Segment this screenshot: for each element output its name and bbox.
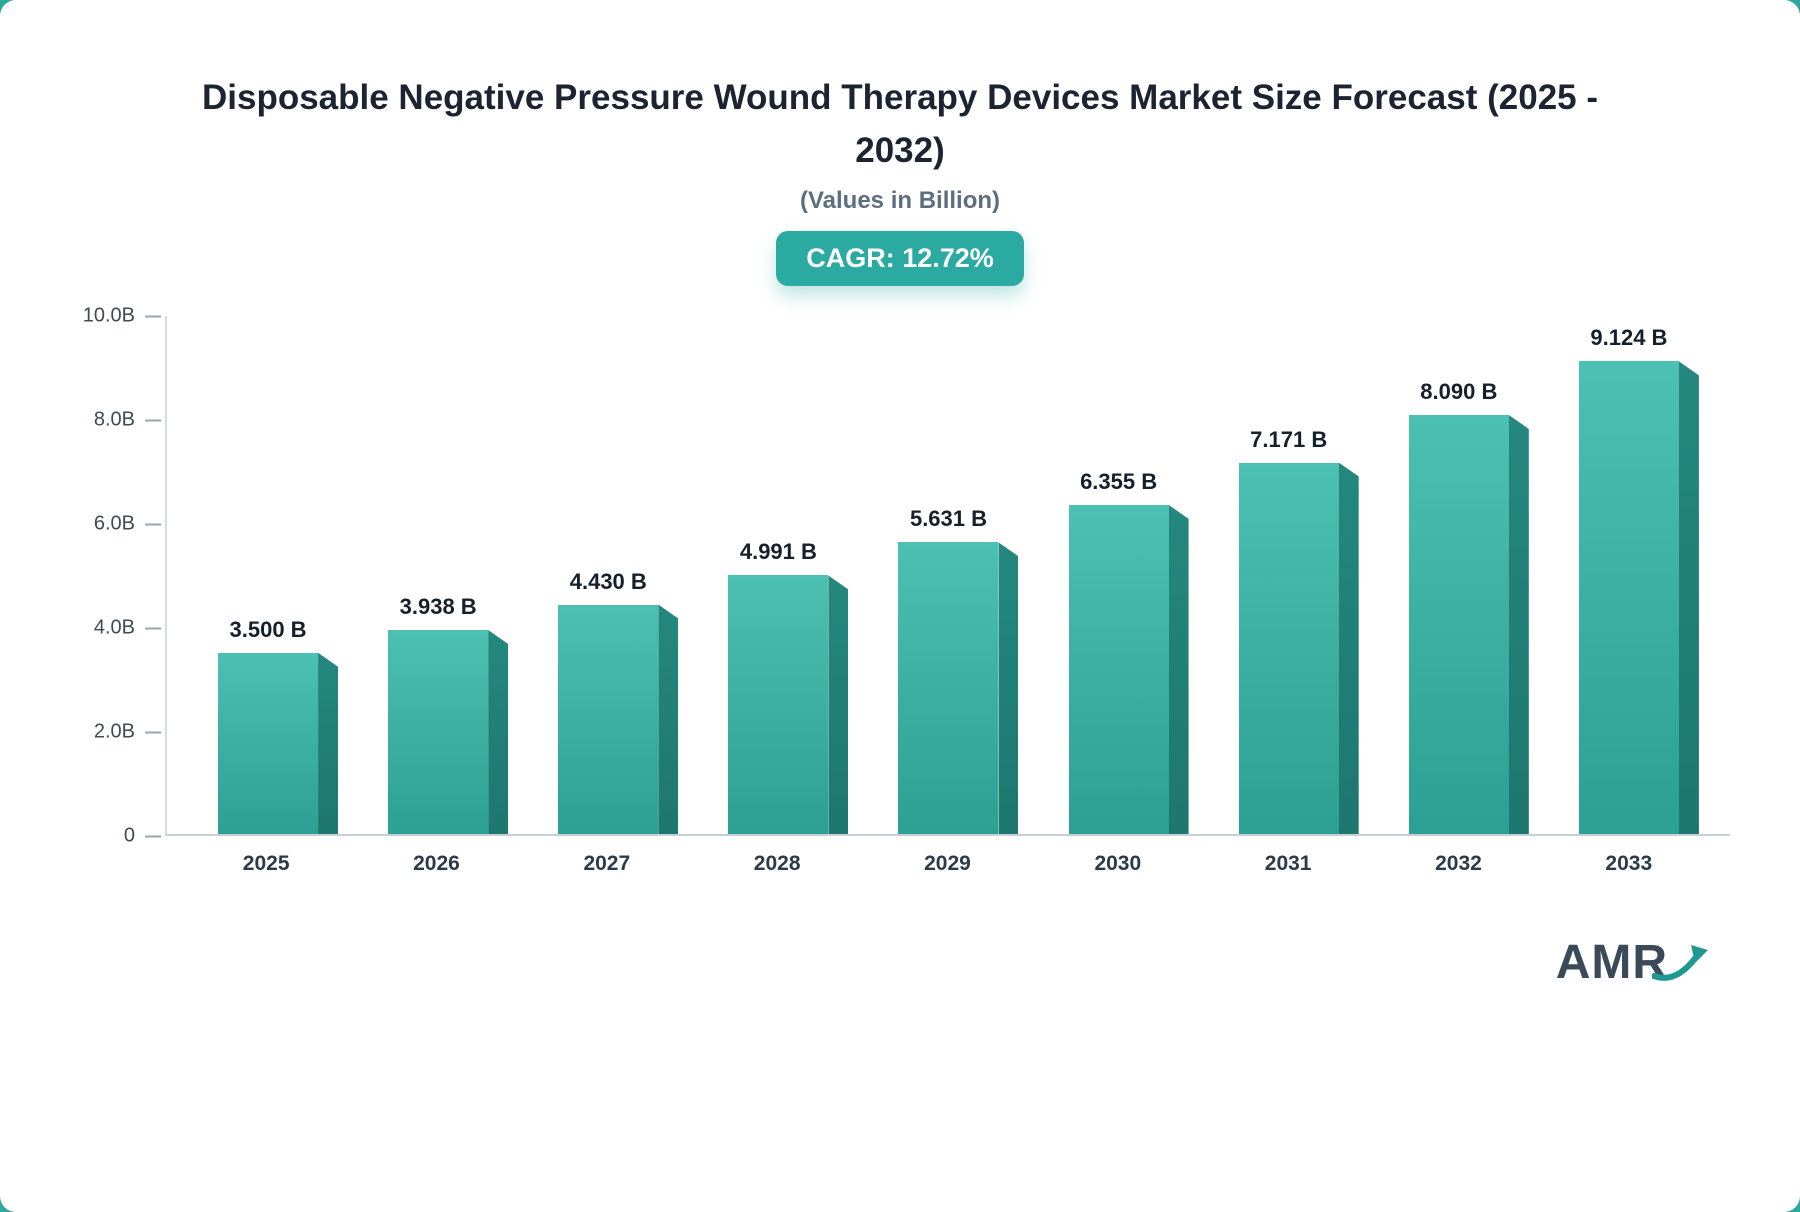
bar-group: 5.631 B bbox=[898, 316, 1019, 834]
y-axis: 0 2.0B 4.0B 6.0B 8.0B 10.0B bbox=[70, 305, 165, 847]
bar-group: 7.171 B bbox=[1238, 316, 1359, 834]
page-title: Disposable Negative Pressure Wound Thera… bbox=[201, 78, 1599, 170]
bar-3d-side-face bbox=[828, 575, 849, 834]
amr-logo-text: AMR bbox=[1555, 936, 1668, 989]
bar[interactable] bbox=[1408, 414, 1529, 834]
y-tick-mark bbox=[145, 523, 161, 525]
y-tick-label: 0 bbox=[123, 824, 135, 847]
x-axis-label: 2026 bbox=[413, 852, 460, 875]
bar-group: 9.124 B bbox=[1578, 316, 1699, 834]
y-axis-tick: 8.0B bbox=[94, 409, 161, 432]
bar-group: 6.355 B bbox=[1068, 316, 1189, 834]
bar[interactable] bbox=[1578, 361, 1699, 834]
y-tick-mark bbox=[145, 627, 161, 629]
bar[interactable] bbox=[218, 652, 339, 834]
y-tick-mark bbox=[145, 419, 161, 421]
bar-3d-side-face bbox=[658, 604, 679, 834]
bar-value-label: 9.124 B bbox=[1590, 325, 1668, 351]
bar[interactable] bbox=[1238, 462, 1359, 834]
y-axis-tick: 4.0B bbox=[94, 617, 161, 640]
bar-value-label: 4.991 B bbox=[739, 539, 817, 565]
bar-value-label: 3.938 B bbox=[399, 594, 477, 620]
bar-group: 4.991 B bbox=[728, 316, 849, 834]
bar-3d-side-face bbox=[998, 542, 1019, 834]
x-axis-label: 2031 bbox=[1264, 852, 1312, 875]
y-tick-label: 4.0B bbox=[93, 616, 135, 639]
bar-3d-side-face bbox=[318, 652, 339, 834]
y-tick-mark bbox=[145, 315, 161, 317]
y-tick-label: 10.0B bbox=[82, 304, 135, 327]
cagr-badge: CAGR: 12.72% bbox=[776, 231, 1024, 286]
chart-area: 0 2.0B 4.0B 6.0B 8.0B 10.0B 3.500 B 3.938 B 4.4… bbox=[70, 305, 1730, 876]
bar[interactable] bbox=[728, 575, 849, 834]
y-tick-label: 2.0B bbox=[93, 720, 135, 743]
y-axis-tick: 2.0B bbox=[94, 721, 161, 744]
bar-3d-side-face bbox=[1168, 504, 1189, 834]
bar[interactable] bbox=[1068, 504, 1189, 834]
bar-3d-side-face bbox=[1508, 414, 1529, 834]
bar-value-label: 4.430 B bbox=[569, 568, 647, 594]
y-axis-tick: 10.0B bbox=[83, 305, 161, 328]
bar-3d-side-face bbox=[1678, 361, 1699, 834]
bar-group: 3.500 B bbox=[218, 316, 339, 834]
bar-3d-side-face bbox=[1338, 462, 1359, 834]
logo-arrow-icon bbox=[1652, 945, 1708, 981]
chart-subtitle: (Values in Billion) bbox=[799, 187, 1001, 214]
bar-value-label: 8.090 B bbox=[1420, 378, 1498, 404]
y-axis-tick: 6.0B bbox=[94, 513, 161, 536]
x-axis-label: 2032 bbox=[1435, 852, 1482, 875]
bar-value-label: 5.631 B bbox=[909, 506, 988, 532]
bar-group: 4.430 B bbox=[558, 316, 679, 834]
x-axis-labels: 2025 2026 2027 2028 2029 2030 2031 2032 2033 bbox=[165, 852, 1730, 876]
x-axis-label: 2033 bbox=[1605, 852, 1653, 875]
bar[interactable] bbox=[388, 630, 509, 834]
x-axis-label: 2028 bbox=[753, 852, 801, 875]
cagr-badge-container: CAGR: 12.72% bbox=[70, 231, 1730, 286]
bar-value-label: 3.500 B bbox=[229, 616, 307, 642]
x-axis-label: 2027 bbox=[583, 852, 631, 875]
x-axis-label: 2029 bbox=[924, 852, 971, 875]
x-axis-label: 2030 bbox=[1094, 852, 1142, 875]
y-tick-label: 6.0B bbox=[93, 512, 135, 535]
bar-3d-side-face bbox=[488, 630, 509, 834]
plot-column: 3.500 B 3.938 B 4.430 B 4.991 B 5.631 B 6.355… bbox=[165, 316, 1730, 876]
bar-group: 3.938 B bbox=[388, 316, 509, 834]
y-tick-label: 8.0B bbox=[93, 408, 135, 431]
y-tick-mark bbox=[145, 835, 161, 837]
bar-value-label: 6.355 B bbox=[1080, 468, 1158, 494]
bar[interactable] bbox=[558, 604, 679, 834]
bar[interactable] bbox=[898, 542, 1019, 834]
bar-value-label: 7.171 B bbox=[1250, 426, 1328, 452]
y-tick-mark bbox=[145, 731, 161, 733]
amr-logo: AMR bbox=[1556, 935, 1710, 990]
x-axis-label: 2025 bbox=[242, 852, 290, 875]
bar-group: 8.090 B bbox=[1408, 316, 1529, 834]
plot-area: 3.500 B 3.938 B 4.430 B 4.991 B 5.631 B 6.355… bbox=[165, 316, 1730, 836]
y-axis-tick: 0 bbox=[124, 825, 161, 848]
